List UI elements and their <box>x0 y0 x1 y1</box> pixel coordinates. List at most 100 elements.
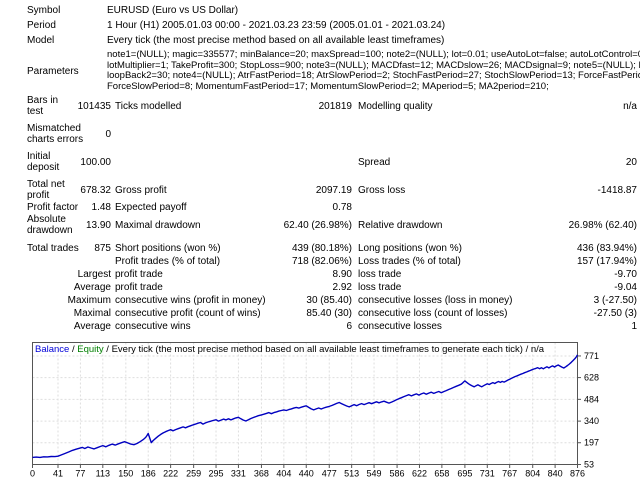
x-tick-label: 259 <box>186 469 201 479</box>
info-value: 1 Hour (H1) 2005.01.03 00:00 - 2021.03.2… <box>107 20 446 31</box>
stat-label: consecutive wins <box>115 321 191 332</box>
report-row: Absolute drawdown 13.90 Maximal drawdown 62… <box>27 214 637 236</box>
stat-value: 8.90 <box>332 269 352 280</box>
stat-cell: Mismatched charts errors 0 <box>27 123 111 145</box>
stat-label: Long positions (won %) <box>358 243 462 254</box>
x-tick-label: 368 <box>254 469 269 479</box>
stat-value: 875 <box>94 243 111 254</box>
stat-cell: Loss trades (% of total) 157 (17.94%) <box>352 256 637 267</box>
stat-label: Absolute drawdown <box>27 214 73 236</box>
info-value: Every tick (the most precise method base… <box>107 35 445 46</box>
report-row: Initial deposit 100.00 Spread 20 <box>27 151 637 173</box>
stat-value: Largest <box>77 269 111 280</box>
x-tick-label: 695 <box>457 469 472 479</box>
stat-cell: consecutive loss (count of losses) -27.50… <box>352 308 637 319</box>
report-row: Average consecutive wins 6 consecutive loss… <box>27 320 637 333</box>
x-tick-label: 804 <box>525 469 540 479</box>
stat-value: -9.70 <box>614 269 637 280</box>
report-row: Maximal consecutive profit (count of wins… <box>27 307 637 320</box>
x-tick-label: 331 <box>231 469 246 479</box>
stat-value: 157 (17.94%) <box>576 256 637 267</box>
stat-value: 718 (82.06%) <box>291 256 352 267</box>
stat-cell: profit trade 2.92 <box>111 282 352 293</box>
report-row: Total net profit 678.32 Gross profit 2097.1… <box>27 179 637 201</box>
parameters-line: ForceSlowPeriod=8; MomentumFastPeriod=17… <box>107 80 549 92</box>
balance-curve <box>32 354 579 459</box>
stat-value: 2.92 <box>332 282 352 293</box>
stat-label: Short positions (won %) <box>115 243 221 254</box>
balance-chart: 0 41 77 113 150 186 222 259 295 331 368 404 440 477 51… <box>0 339 640 480</box>
info-value-cell: note1=(NULL); magic=335577; minBalance=2… <box>107 48 640 95</box>
stat-cell: Maximum <box>27 295 111 306</box>
stat-label: Profit trades (% of total) <box>115 256 221 267</box>
stat-value: 201819 <box>318 100 352 112</box>
info-value-cell: 1 Hour (H1) 2005.01.03 00:00 - 2021.03.2… <box>107 20 637 31</box>
report-row: Largest profit trade 8.90 loss trade -9.70 <box>27 268 637 281</box>
stat-value: 13.90 <box>85 219 111 231</box>
stat-label: loss trade <box>358 282 402 293</box>
balance-chart-svg: 0 41 77 113 150 186 222 259 295 331 368 404 440 477 51… <box>30 342 599 479</box>
parameters-text: note1=(NULL); magic=335577; minBalance=2… <box>107 48 640 95</box>
x-tick-label: 440 <box>299 469 314 479</box>
stat-label: Loss trades (% of total) <box>358 256 461 267</box>
x-tick-label: 513 <box>344 469 359 479</box>
stat-value: -9.04 <box>614 282 637 293</box>
stat-label: Expected payoff <box>115 202 187 213</box>
stat-value: 30 (85.40) <box>306 295 352 306</box>
x-tick-label: 186 <box>141 469 156 479</box>
stat-value: 6 <box>346 321 352 332</box>
y-tick-label: 53 <box>584 460 594 470</box>
legend-equity-label: Equity <box>77 344 104 355</box>
report-row: Maximum consecutive wins (profit in money… <box>27 294 637 307</box>
stat-value: -1418.87 <box>597 184 637 196</box>
stat-value: 100.00 <box>80 156 111 168</box>
info-label: Parameters <box>27 66 79 77</box>
stat-value: 0.78 <box>332 202 352 213</box>
report-row: Bars in test 101435 Ticks modelled 201819 Mo… <box>27 95 637 117</box>
x-tick-label: 222 <box>163 469 178 479</box>
x-tick-label: 0 <box>30 469 35 479</box>
stat-value: 20 <box>625 156 637 168</box>
stat-value: 439 (80.18%) <box>291 243 352 254</box>
stat-cell: Profit factor 1.48 <box>27 202 111 213</box>
stat-value: 85.40 (30) <box>306 308 352 319</box>
stat-label: profit trade <box>115 269 163 280</box>
stat-cell: Short positions (won %) 439 (80.18%) <box>111 243 352 254</box>
info-value-cell: EURUSD (Euro vs US Dollar) <box>107 5 637 16</box>
stat-label: consecutive profit (count of wins) <box>115 308 261 319</box>
stat-label: Maximal drawdown <box>115 219 201 231</box>
x-tick-label: 41 <box>53 469 63 479</box>
stat-label: Bars in test <box>27 95 59 117</box>
parameters-line: lotMultiplier=1; TakeProfit=300; StopLos… <box>107 59 640 71</box>
stat-label: consecutive loss (count of losses) <box>358 308 508 319</box>
stat-value: 0 <box>105 128 111 140</box>
stat-cell: Relative drawdown 26.98% (62.40) <box>352 220 637 231</box>
stat-cell: Average <box>27 282 111 293</box>
stat-value: 62.40 (26.98%) <box>283 219 352 231</box>
x-tick-label: 150 <box>118 469 133 479</box>
x-tick-label: 477 <box>322 469 337 479</box>
stat-label: Mismatched charts errors <box>27 123 84 145</box>
strategy-tester-report: Symbol EURUSD (Euro vs US Dollar) Period 1 … <box>0 3 640 333</box>
stat-cell: Largest <box>27 269 111 280</box>
stat-cell: Long positions (won %) 436 (83.94%) <box>352 243 637 254</box>
info-row-period: Period 1 Hour (H1) 2005.01.03 00:00 - 202… <box>27 18 637 33</box>
stat-label: consecutive losses <box>358 321 442 332</box>
x-tick-label: 622 <box>412 469 427 479</box>
x-tick-label: 113 <box>96 469 110 479</box>
stat-cell: Absolute drawdown 13.90 <box>27 214 111 236</box>
legend-separator: / <box>69 344 77 355</box>
stat-value: 1 <box>631 321 637 332</box>
stat-cell: consecutive wins 6 <box>111 321 352 332</box>
stat-cell: Total trades 875 <box>27 243 111 254</box>
stat-cell: loss trade -9.04 <box>352 282 637 293</box>
stat-value: 26.98% (62.40) <box>568 219 637 231</box>
report-row: Profit trades (% of total) 718 (82.06%) Lo… <box>27 255 637 268</box>
stat-cell: Expected payoff 0.78 <box>111 202 352 213</box>
stat-cell: Gross loss -1418.87 <box>352 185 637 196</box>
stat-label: Initial deposit <box>27 151 60 173</box>
stat-label: Modelling quality <box>358 100 433 112</box>
x-tick-label: 658 <box>434 469 449 479</box>
stat-value: Average <box>73 321 111 332</box>
stat-value: -27.50 (3) <box>593 308 637 319</box>
